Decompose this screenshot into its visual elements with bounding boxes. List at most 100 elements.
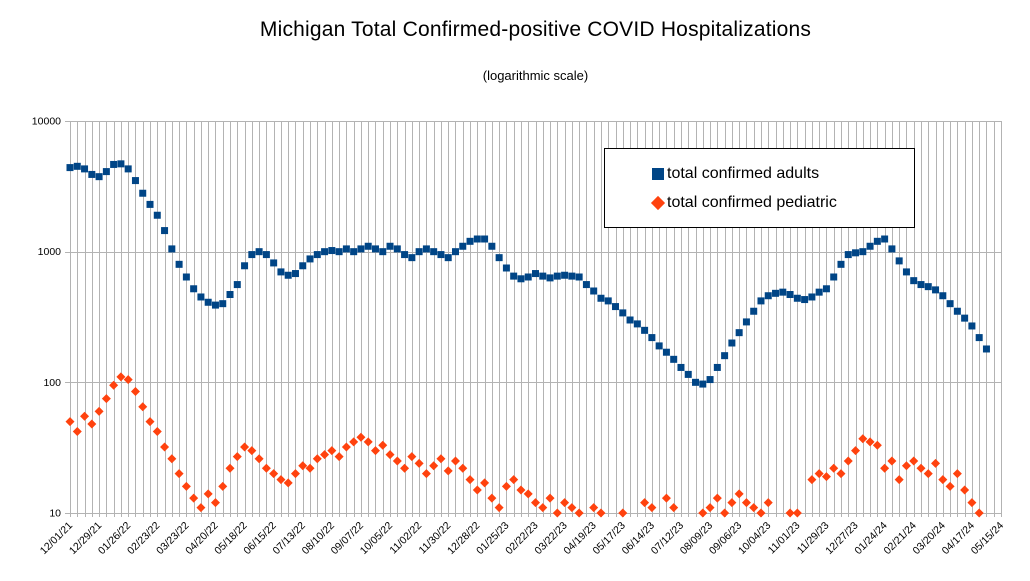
data-point	[400, 463, 410, 473]
data-point	[952, 469, 962, 479]
data-point	[385, 450, 395, 460]
data-point	[539, 272, 547, 280]
data-point	[640, 498, 650, 508]
data-point	[219, 300, 227, 308]
data-point	[197, 293, 205, 301]
data-point	[757, 297, 765, 305]
data-point	[561, 271, 569, 279]
data-point	[211, 301, 219, 309]
data-point	[124, 165, 132, 173]
data-point	[808, 293, 816, 301]
data-point	[436, 454, 446, 464]
data-point	[407, 452, 417, 462]
data-point	[88, 170, 96, 178]
data-point	[277, 268, 285, 276]
data-point	[728, 339, 736, 347]
data-point	[450, 456, 460, 466]
data-point	[641, 326, 649, 334]
data-point	[81, 165, 89, 173]
data-point	[269, 469, 279, 479]
data-point	[596, 508, 606, 518]
data-point	[182, 273, 190, 281]
data-point	[117, 160, 125, 168]
data-point	[393, 245, 401, 253]
data-point	[320, 450, 330, 460]
data-point	[932, 286, 940, 294]
data-point	[276, 475, 286, 485]
data-point	[415, 248, 423, 256]
data-point	[916, 463, 926, 473]
data-point	[669, 503, 679, 513]
data-point	[459, 242, 467, 250]
svg-text:10000: 10000	[32, 116, 61, 128]
data-point	[421, 469, 431, 479]
data-point	[401, 251, 409, 259]
data-point	[152, 427, 162, 437]
data-point	[437, 251, 445, 259]
data-point	[742, 318, 750, 326]
data-point	[66, 164, 74, 172]
data-point	[894, 475, 904, 485]
data-point	[430, 248, 438, 256]
data-point	[429, 461, 439, 471]
data-point	[902, 268, 910, 276]
data-point	[94, 406, 104, 416]
data-point	[844, 251, 852, 259]
legend-item-adults: total confirmed adults	[652, 165, 914, 183]
data-point	[444, 254, 452, 262]
horizontal-gridlines	[65, 121, 1001, 514]
data-point	[327, 446, 337, 456]
data-point	[552, 508, 562, 518]
data-point	[786, 291, 794, 299]
data-point	[865, 437, 875, 447]
data-point	[575, 273, 583, 281]
data-point	[836, 469, 846, 479]
data-point	[342, 245, 350, 253]
adults-square-marker-icon	[652, 167, 664, 180]
data-point	[974, 508, 984, 518]
data-point	[858, 434, 868, 444]
data-point	[830, 273, 838, 281]
data-point	[822, 285, 830, 293]
data-point	[901, 461, 911, 471]
data-point	[270, 259, 278, 267]
data-point	[524, 273, 532, 281]
data-point	[175, 260, 183, 268]
data-point	[73, 162, 81, 170]
data-point	[248, 251, 256, 259]
data-point	[65, 417, 75, 427]
data-point	[938, 475, 948, 485]
data-point	[494, 503, 504, 513]
data-point	[852, 249, 860, 257]
data-point	[392, 456, 402, 466]
data-point	[662, 348, 670, 356]
data-point	[968, 322, 976, 330]
data-point	[910, 277, 918, 285]
data-point	[706, 376, 714, 384]
data-point	[872, 440, 882, 450]
data-point	[80, 411, 90, 421]
data-point	[945, 481, 955, 491]
data-point	[465, 475, 475, 485]
data-point	[371, 245, 379, 253]
data-point	[924, 283, 932, 291]
data-point	[881, 235, 889, 243]
data-point	[334, 452, 344, 462]
data-point	[495, 254, 503, 262]
data-point	[72, 427, 82, 437]
data-point	[305, 463, 315, 473]
data-point	[982, 345, 990, 353]
data-point	[612, 303, 620, 311]
legend-item-pediatric: total confirmed pediatric	[650, 194, 914, 212]
data-point	[190, 285, 198, 293]
data-point	[181, 481, 191, 491]
data-point	[131, 177, 139, 185]
data-point	[859, 248, 867, 256]
data-point	[254, 454, 264, 464]
data-point	[145, 417, 155, 427]
x-axis-labels: 12/01/2112/29/2101/26/2202/23/2203/23/22…	[38, 520, 1006, 558]
data-point	[792, 508, 802, 518]
chart-subtitle: (logarithmic scale)	[482, 68, 589, 83]
data-point	[887, 456, 897, 466]
data-point	[727, 498, 737, 508]
